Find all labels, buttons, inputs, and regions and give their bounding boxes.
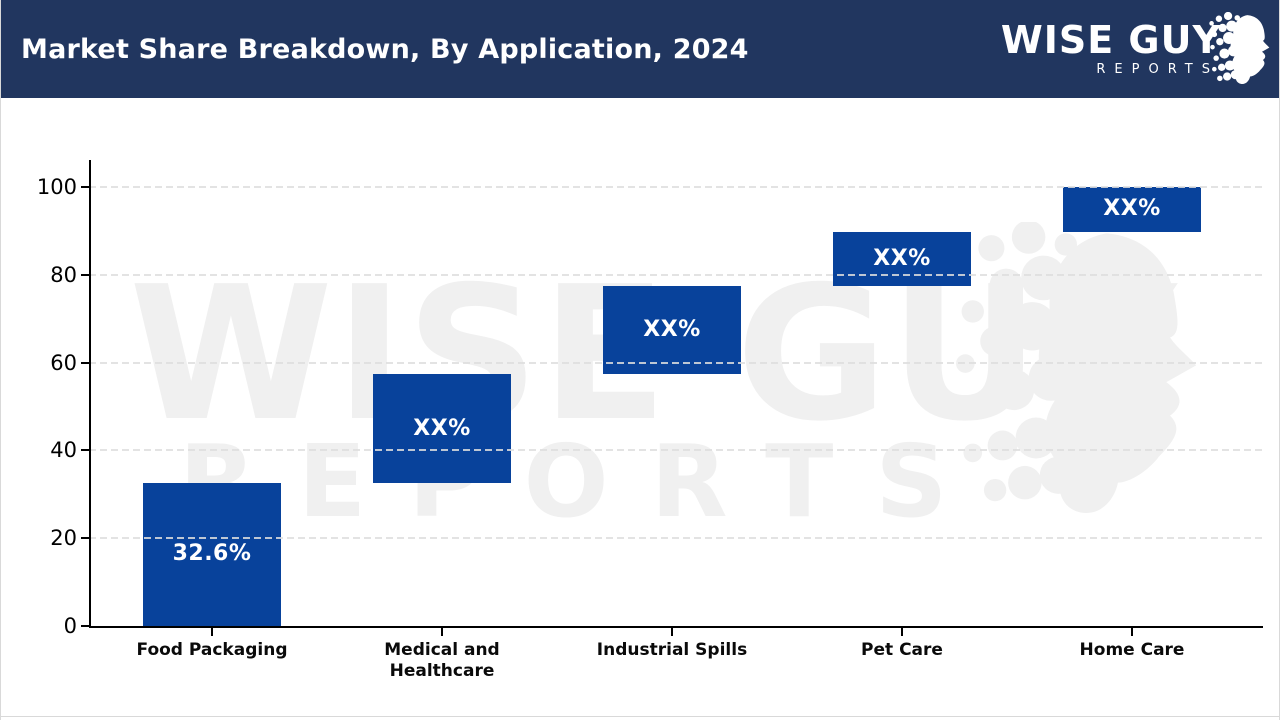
bar-food-packaging xyxy=(143,482,281,626)
y-tick-label: 20 xyxy=(50,526,77,551)
x-axis xyxy=(89,626,1263,628)
x-tick xyxy=(211,628,213,636)
y-tick-80 xyxy=(81,273,89,276)
bar-medical-and-healthcare xyxy=(373,374,511,483)
x-tick-label: Food Packaging xyxy=(136,640,288,660)
x-tick-label: Industrial Spills xyxy=(596,640,748,660)
y-axis xyxy=(89,160,91,628)
y-tick-label: 80 xyxy=(50,262,77,287)
x-tick-label: Home Care xyxy=(1079,640,1185,660)
y-tick-20 xyxy=(81,537,89,540)
x-tick xyxy=(671,628,673,636)
x-tick xyxy=(441,628,443,636)
y-tick-label: 100 xyxy=(36,175,77,199)
gridline-20 xyxy=(89,537,1263,540)
face-dots-icon xyxy=(1207,12,1273,86)
x-tick xyxy=(901,628,903,636)
bar-pet-care xyxy=(833,231,971,287)
y-tick-label: 40 xyxy=(50,438,77,463)
y-tick-0 xyxy=(81,625,89,627)
wise-guy-logo: WISE GUY REPORTS xyxy=(1001,6,1273,92)
logo-wordmark: WISE GUY xyxy=(1000,18,1221,62)
bottom-divider xyxy=(1,716,1279,717)
bar-value-label: XX% xyxy=(643,317,701,343)
y-tick-label: 0 xyxy=(63,614,77,638)
page-title: Market Share Breakdown, By Application, … xyxy=(21,34,749,65)
y-tick-60 xyxy=(81,361,89,364)
y-tick-40 xyxy=(81,449,89,452)
bar-home-care xyxy=(1063,187,1201,232)
bar-value-label: 32.6% xyxy=(172,541,252,567)
x-tick-label: Pet Care xyxy=(861,640,943,660)
plot-area: 0 20 40 60 80 100 32.6% Food Packaging XX% Medica… xyxy=(1,98,1279,718)
logo-subtext: REPORTS xyxy=(1096,62,1219,77)
x-tick-label: Medical and Healthcare xyxy=(384,640,500,681)
bar-value-label: XX% xyxy=(413,415,471,441)
logo-text: WISE GUY REPORTS xyxy=(1001,21,1221,77)
x-tick xyxy=(1131,628,1133,636)
gridline-100 xyxy=(89,186,1263,188)
watermark-subtext: REPORTS xyxy=(179,423,990,540)
bar-industrial-spills xyxy=(603,286,741,375)
bar-value-label: XX% xyxy=(1103,196,1161,222)
gridline-40 xyxy=(89,449,1263,452)
bar-value-label: XX% xyxy=(873,245,931,271)
gridline-60 xyxy=(89,361,1263,364)
y-tick-label: 60 xyxy=(50,350,77,375)
header: Market Share Breakdown, By Application, … xyxy=(1,0,1279,98)
y-tick-100 xyxy=(81,186,89,188)
gridline-80 xyxy=(89,273,1263,276)
